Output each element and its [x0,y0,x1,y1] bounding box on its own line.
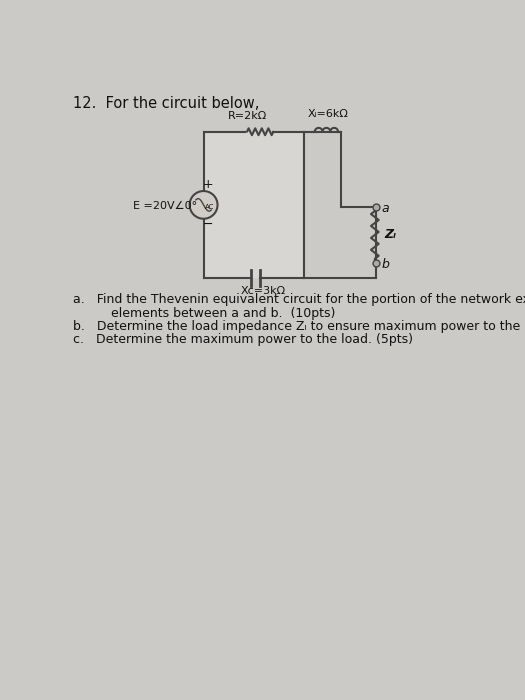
Text: b: b [382,258,390,271]
Text: R=2kΩ: R=2kΩ [228,111,267,121]
Text: a: a [382,202,390,215]
Text: Xᴄ=3kΩ: Xᴄ=3kΩ [241,286,286,295]
Text: b.   Determine the load impedance Zₗ to ensure maximum power to the load. (5pts): b. Determine the load impedance Zₗ to en… [74,321,525,333]
Text: AC: AC [205,204,215,210]
Text: a.   Find the Thevenin equivalent circuit for the portion of the network externa: a. Find the Thevenin equivalent circuit … [74,293,525,307]
Bar [204,132,304,278]
Circle shape [190,191,217,218]
Text: elements between a and b.  (10pts): elements between a and b. (10pts) [87,307,335,319]
Text: +: + [203,178,214,191]
Text: E =20V∠0°: E =20V∠0° [133,202,197,211]
Text: c.   Determine the maximum power to the load. (5pts): c. Determine the maximum power to the lo… [74,333,413,346]
Text: −: − [203,218,214,230]
Text: 12.  For the circuit below,: 12. For the circuit below, [74,97,260,111]
Text: Zₗ: Zₗ [384,228,396,242]
Text: Xₗ=6kΩ: Xₗ=6kΩ [308,109,349,120]
